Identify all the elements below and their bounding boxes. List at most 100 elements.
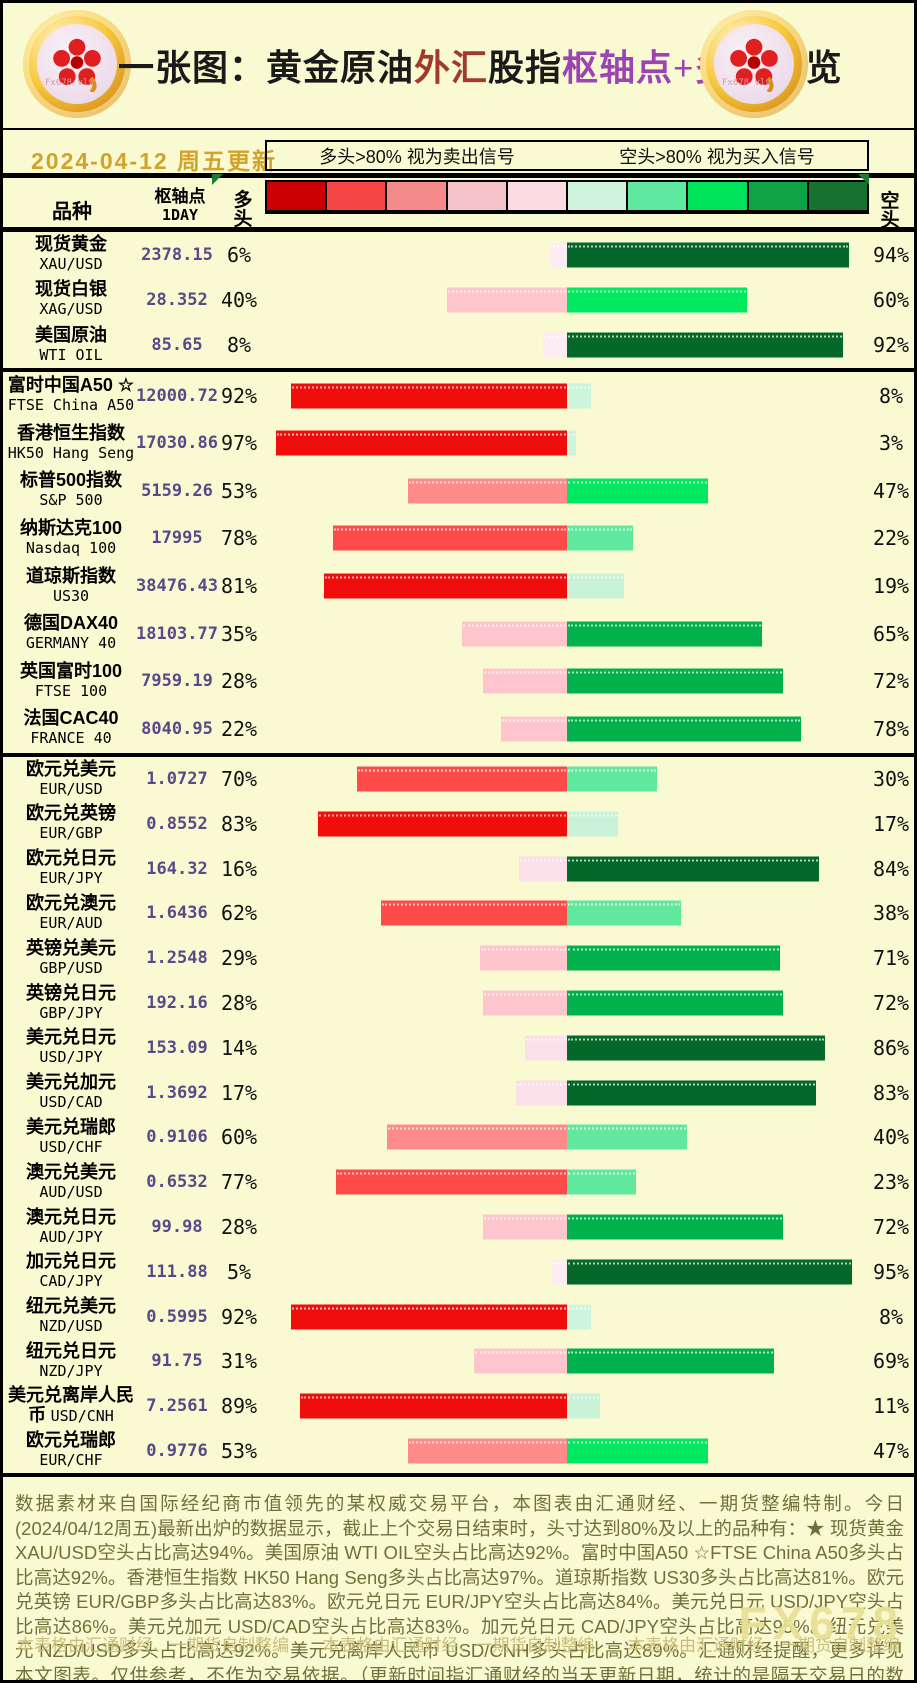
long-percent: 53% [220, 1438, 258, 1463]
long-bar [299, 1393, 567, 1419]
instrument-name-cn: 欧元兑美元 [26, 758, 116, 779]
short-bar [566, 1304, 591, 1330]
long-percent: 97% [220, 431, 258, 456]
credit-text: 本表格由汇通财经、一期货自制整编 [322, 1636, 595, 1655]
long-percent: 92% [220, 1304, 258, 1329]
long-bar [548, 242, 567, 268]
instrument-name-cn: 香港恒生指数 [17, 422, 125, 443]
credits-row: 本表格由汇通财经、一期货自制整编 本表格由汇通财经、一期货自制整编 本表格由汇通财经… [17, 1631, 900, 1656]
instrument-code: EUR/GBP [39, 824, 103, 843]
long-percent: 83% [220, 811, 258, 836]
table-row: 纽元兑日元 NZD/JPY 91.75 31% 69% [3, 1339, 914, 1384]
instrument-name: 英国富时100 FTSE 100 [3, 661, 135, 701]
instrument-name-cn: 加元兑日元 [26, 1251, 116, 1272]
instrument-name: 法国CAC40 FRANCE 40 [3, 709, 135, 748]
bar-track [259, 705, 868, 753]
pivot-value: 85.65 [151, 335, 203, 356]
pivot-value: 17030.86 [136, 433, 218, 454]
instrument-name: 标普500指数 S&P 500 [3, 471, 135, 510]
bar-track [259, 419, 868, 467]
table-row: 美元兑瑞郎 USD/CHF 0.9106 60% 40% [3, 1115, 914, 1160]
instrument-code: USD/CNH [50, 1407, 114, 1426]
instrument-name: 道琼斯指数 US30 [3, 566, 135, 606]
long-bar [275, 430, 567, 456]
short-bar [566, 1214, 783, 1240]
instrument-name: 加元兑日元 CAD/JPY [3, 1252, 135, 1291]
long-bar [518, 856, 567, 882]
table-row: 欧元兑日元 EUR/JPY 164.32 16% 84% [3, 846, 914, 891]
legend-short-rule: 空头>80% 视为买入信号 [619, 146, 815, 167]
instrument-name: 美元兑瑞郎 USD/CHF [3, 1117, 135, 1157]
instrument-name-cn: 美国原油 [35, 324, 107, 345]
instrument-name-cn: 纽元兑美元 [26, 1296, 116, 1317]
instrument-code: USD/CHF [39, 1137, 103, 1156]
instrument-name-cn: 美元兑日元 [26, 1027, 116, 1048]
table-row: 纽元兑美元 NZD/USD 0.5995 92% 8% [3, 1294, 914, 1339]
long-bar [515, 1080, 567, 1106]
instrument-name: 美元兑日元 USD/JPY [3, 1028, 135, 1067]
long-percent: 16% [220, 856, 258, 881]
update-date: 2024-04-12 周五更新 [31, 148, 278, 174]
bar-track [259, 372, 868, 420]
instrument-name-cn: 美元兑加元 [26, 1072, 116, 1093]
instrument-code: GERMANY 40 [25, 634, 117, 653]
short-percent: 65% [872, 621, 910, 646]
table-row: 标普500指数 S&P 500 5159.26 53% 47% [3, 467, 914, 515]
long-percent: 14% [220, 1035, 258, 1060]
short-percent: 30% [872, 767, 910, 792]
coin-flower-icon: Fx678 vlv [714, 24, 794, 104]
fx678-watermark: FX678 [738, 1597, 904, 1649]
short-bar [566, 621, 762, 647]
short-bar [566, 766, 657, 792]
col-header-pivot-line2: 1DAY [161, 206, 199, 224]
table-row: 德国DAX40 GERMANY 40 18103.77 35% 65% [3, 610, 914, 658]
long-bar [461, 621, 567, 647]
instrument-name-cn: 澳元兑美元 [26, 1161, 116, 1182]
green-marker-icon [212, 174, 223, 185]
long-bar [542, 332, 567, 358]
short-percent: 8% [878, 383, 904, 408]
long-percent: 78% [220, 526, 258, 551]
pivot-value: 17995 [151, 528, 203, 549]
instrument-name: 现货白银 XAG/USD [3, 280, 135, 319]
bar-track [259, 1205, 868, 1250]
gradient-cell [387, 182, 448, 210]
gradient-strip [265, 180, 869, 214]
instrument-name-cn: 英镑兑美元 [26, 937, 116, 958]
pivot-value: 0.9776 [146, 1440, 208, 1461]
long-percent: 28% [220, 669, 258, 694]
long-bar [323, 573, 567, 599]
instrument-code: GBP/JPY [39, 1003, 103, 1022]
title-segment: 股指 [488, 48, 563, 88]
short-bar [566, 668, 783, 694]
short-percent: 19% [872, 574, 910, 599]
pivot-value: 1.2548 [146, 948, 208, 969]
gradient-cell [507, 182, 569, 210]
pivot-value: 18103.77 [136, 623, 218, 644]
instrument-name: 英镑兑日元 GBP/JPY [3, 983, 135, 1023]
pivot-value: 7.2561 [146, 1396, 208, 1417]
table-section: 欧元兑美元 EUR/USD 1.0727 70% 30% 欧元兑英镑 EUR/GBP 0.… [3, 757, 914, 1478]
col-header-short: 空头 [880, 191, 900, 231]
table-row: 现货白银 XAG/USD 28.352 40% 60% [3, 277, 914, 322]
instrument-code: FTSE China A50 [7, 396, 135, 415]
instrument-name-cn: 法国CAC40 [23, 708, 119, 729]
bar-track [259, 757, 868, 802]
pivot-value: 38476.43 [136, 576, 218, 597]
header-divider [3, 173, 914, 178]
instrument-name: 澳元兑美元 AUD/USD [3, 1161, 135, 1202]
pivot-value: 12000.72 [136, 385, 218, 406]
long-percent: 35% [220, 621, 258, 646]
legend-box: 多头>80% 视为卖出信号 空头>80% 视为买入信号 [265, 140, 869, 171]
long-bar [290, 1304, 567, 1330]
long-percent: 17% [220, 1080, 258, 1105]
pivot-value: 0.5995 [146, 1306, 208, 1327]
gradient-cell [327, 182, 388, 210]
instrument-code: EUR/USD [39, 779, 103, 798]
pivot-value: 1.0727 [146, 769, 208, 790]
short-percent: 86% [872, 1035, 910, 1060]
instrument-name: 纽元兑美元 NZD/USD [3, 1297, 135, 1336]
pivot-value: 164.32 [146, 858, 208, 879]
instrument-name-cn: 纽元兑日元 [26, 1340, 116, 1361]
short-bar [566, 1348, 774, 1374]
